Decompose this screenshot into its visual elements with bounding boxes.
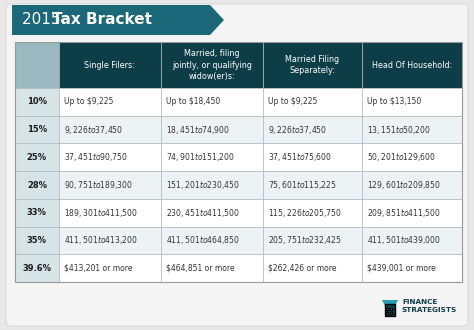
FancyBboxPatch shape: [263, 171, 362, 199]
FancyBboxPatch shape: [59, 171, 161, 199]
Text: $411,501 to $413,200: $411,501 to $413,200: [64, 234, 137, 247]
FancyBboxPatch shape: [263, 88, 362, 116]
FancyBboxPatch shape: [161, 144, 263, 171]
Text: Head Of Household:: Head Of Household:: [372, 60, 452, 70]
FancyBboxPatch shape: [385, 304, 395, 316]
Text: $50,201 to $129,600: $50,201 to $129,600: [367, 151, 436, 163]
FancyBboxPatch shape: [161, 254, 263, 282]
FancyBboxPatch shape: [15, 254, 59, 282]
FancyBboxPatch shape: [59, 144, 161, 171]
FancyBboxPatch shape: [15, 199, 59, 227]
Text: $411,501 to $464,850: $411,501 to $464,850: [166, 234, 239, 247]
FancyBboxPatch shape: [161, 227, 263, 254]
Text: 39.6%: 39.6%: [22, 264, 51, 273]
Text: $18,451 to $74,900: $18,451 to $74,900: [166, 123, 230, 136]
Text: $439,001 or more: $439,001 or more: [367, 264, 436, 273]
FancyBboxPatch shape: [263, 254, 362, 282]
FancyBboxPatch shape: [362, 171, 462, 199]
Text: $151,201 to $230,450: $151,201 to $230,450: [166, 179, 239, 191]
FancyBboxPatch shape: [362, 116, 462, 144]
Text: $129,601 to $209,850: $129,601 to $209,850: [367, 179, 440, 191]
FancyBboxPatch shape: [59, 88, 161, 116]
Text: 2015: 2015: [22, 13, 65, 27]
Text: 15%: 15%: [27, 125, 47, 134]
FancyBboxPatch shape: [362, 144, 462, 171]
Text: $230,451 to $411,500: $230,451 to $411,500: [166, 207, 239, 219]
Text: Up to $18,450: Up to $18,450: [166, 97, 220, 106]
FancyBboxPatch shape: [390, 312, 392, 314]
FancyBboxPatch shape: [362, 254, 462, 282]
Text: $189,301 to $411,500: $189,301 to $411,500: [64, 207, 137, 219]
FancyBboxPatch shape: [59, 254, 161, 282]
FancyBboxPatch shape: [59, 199, 161, 227]
FancyBboxPatch shape: [161, 171, 263, 199]
FancyBboxPatch shape: [362, 199, 462, 227]
Polygon shape: [12, 5, 224, 35]
Text: $115,226 to $205,750: $115,226 to $205,750: [268, 207, 341, 219]
Text: $464,851 or more: $464,851 or more: [166, 264, 234, 273]
FancyBboxPatch shape: [15, 144, 59, 171]
Text: Up to $9,225: Up to $9,225: [64, 97, 113, 106]
FancyBboxPatch shape: [59, 227, 161, 254]
FancyBboxPatch shape: [59, 42, 161, 88]
Polygon shape: [382, 300, 398, 316]
FancyBboxPatch shape: [362, 88, 462, 116]
FancyBboxPatch shape: [386, 312, 389, 314]
FancyBboxPatch shape: [161, 116, 263, 144]
Text: $74,901 to $151,200: $74,901 to $151,200: [166, 151, 235, 163]
FancyBboxPatch shape: [15, 88, 59, 116]
Text: $209,851 to $411,500: $209,851 to $411,500: [367, 207, 440, 219]
FancyBboxPatch shape: [390, 308, 392, 310]
Text: 10%: 10%: [27, 97, 47, 106]
FancyBboxPatch shape: [15, 171, 59, 199]
Text: Married Filing
Separately:: Married Filing Separately:: [285, 55, 339, 75]
FancyBboxPatch shape: [362, 42, 462, 88]
FancyBboxPatch shape: [161, 42, 263, 88]
FancyBboxPatch shape: [386, 308, 389, 310]
Text: Up to $9,225: Up to $9,225: [268, 97, 317, 106]
FancyBboxPatch shape: [6, 4, 468, 326]
Text: FINANCE
STRATEGISTS: FINANCE STRATEGISTS: [402, 299, 457, 313]
Text: Up to $13,150: Up to $13,150: [367, 97, 421, 106]
FancyBboxPatch shape: [263, 199, 362, 227]
FancyBboxPatch shape: [263, 227, 362, 254]
Text: Single Filers:: Single Filers:: [84, 60, 135, 70]
Text: $262,426 or more: $262,426 or more: [268, 264, 336, 273]
Text: $205,751 to $232,425: $205,751 to $232,425: [268, 234, 341, 247]
FancyBboxPatch shape: [263, 116, 362, 144]
FancyBboxPatch shape: [15, 116, 59, 144]
FancyBboxPatch shape: [161, 88, 263, 116]
Text: $13,151 to $50,200: $13,151 to $50,200: [367, 123, 431, 136]
Text: 33%: 33%: [27, 208, 47, 217]
Text: Married, filing
jointly, or qualifying
widow(er)s:: Married, filing jointly, or qualifying w…: [172, 49, 252, 81]
FancyBboxPatch shape: [15, 227, 59, 254]
Text: 28%: 28%: [27, 181, 47, 189]
FancyBboxPatch shape: [59, 116, 161, 144]
Text: $37,451 to $90,750: $37,451 to $90,750: [64, 151, 128, 163]
Text: 35%: 35%: [27, 236, 47, 245]
FancyBboxPatch shape: [161, 199, 263, 227]
FancyBboxPatch shape: [263, 144, 362, 171]
FancyBboxPatch shape: [15, 42, 59, 88]
Text: $413,201 or more: $413,201 or more: [64, 264, 132, 273]
FancyBboxPatch shape: [263, 42, 362, 88]
Text: Tax Bracket: Tax Bracket: [52, 13, 152, 27]
FancyBboxPatch shape: [362, 227, 462, 254]
Text: $411,501 to $439,000: $411,501 to $439,000: [367, 234, 440, 247]
Text: $9,226 to $37,450: $9,226 to $37,450: [64, 123, 123, 136]
Text: $37,451 to $75,600: $37,451 to $75,600: [268, 151, 332, 163]
Text: $90,751 to $189,300: $90,751 to $189,300: [64, 179, 133, 191]
Text: $9,226 to $37,450: $9,226 to $37,450: [268, 123, 327, 136]
Text: $75,601 to $115,225: $75,601 to $115,225: [268, 179, 337, 191]
Text: 25%: 25%: [27, 153, 47, 162]
